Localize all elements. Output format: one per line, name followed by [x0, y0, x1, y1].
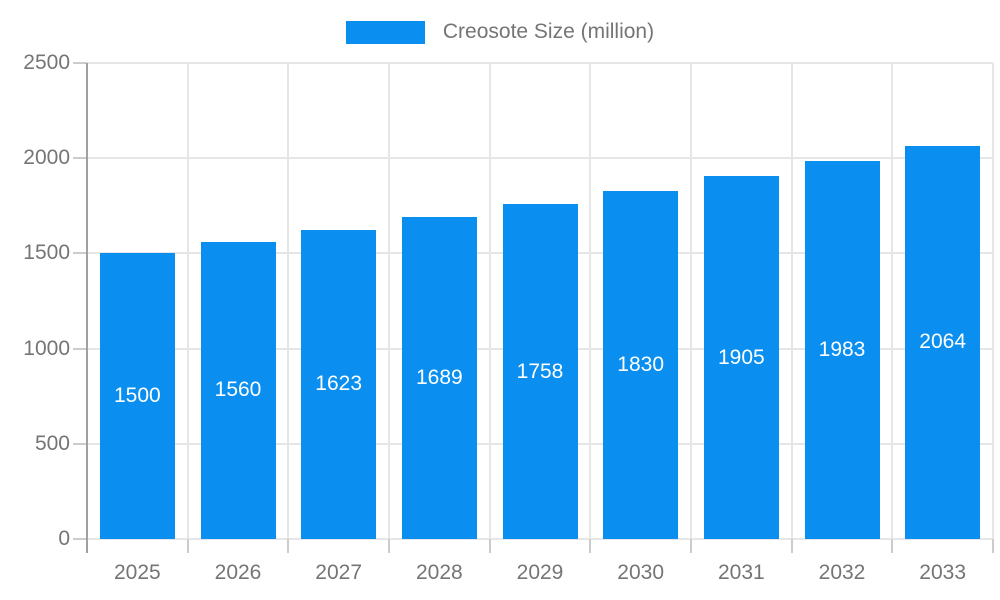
v-gridline [790, 63, 793, 539]
bar: 1560 [200, 241, 276, 539]
v-gridline [388, 63, 390, 539]
v-gridline [287, 63, 290, 539]
y-axis-tick [73, 538, 87, 540]
bar-value-label: 1830 [617, 352, 665, 376]
bar: 1983 [804, 161, 880, 539]
y-axis-label: 1500 [23, 241, 70, 265]
bar: 1500 [99, 253, 175, 539]
legend-label: Creosote Size (million) [442, 20, 655, 43]
x-axis-tick [186, 539, 189, 553]
bar: 1689 [401, 217, 477, 539]
bar-value-label: 1758 [516, 359, 564, 383]
x-axis-tick [992, 539, 994, 553]
y-axis-label: 0 [58, 527, 70, 550]
x-axis-tick [690, 539, 692, 553]
v-gridline [992, 63, 994, 539]
x-axis-label: 2028 [415, 561, 463, 584]
x-axis-label: 2031 [717, 561, 765, 584]
x-axis-label: 2027 [315, 561, 363, 584]
bar-value-label: 1905 [717, 345, 765, 369]
y-axis-tick [73, 442, 87, 445]
y-axis-tick [73, 252, 87, 255]
y-axis-label: 500 [34, 431, 70, 455]
bar-value-label: 1689 [415, 366, 463, 390]
x-axis-label: 2025 [113, 561, 161, 584]
bar-value-label: 1623 [315, 372, 363, 396]
x-axis-tick [287, 539, 290, 553]
bar-value-label: 2064 [919, 330, 967, 354]
x-axis-label: 2032 [818, 561, 866, 584]
bar-value-label: 1560 [214, 378, 262, 402]
y-axis-tick [73, 347, 87, 350]
h-gridline [87, 538, 993, 540]
bar: 1830 [603, 190, 679, 539]
v-gridline [589, 63, 592, 539]
h-gridline [87, 157, 993, 160]
x-axis-label: 2030 [617, 561, 665, 584]
v-gridline [488, 63, 491, 539]
bar: 1758 [502, 204, 578, 539]
bar: 1623 [301, 229, 377, 539]
x-axis-tick [790, 539, 793, 553]
bar-value-label: 1983 [818, 338, 866, 362]
y-axis-label: 1000 [23, 336, 70, 360]
bar: 1905 [703, 176, 779, 539]
x-axis-label: 2033 [919, 561, 967, 584]
h-gridline [87, 62, 993, 64]
y-axis-tick [73, 157, 87, 160]
x-axis-tick [388, 539, 390, 553]
legend-swatch [345, 20, 425, 44]
bar: 2064 [905, 146, 981, 539]
legend: Creosote Size (million) [0, 17, 1000, 47]
v-gridline [891, 63, 894, 539]
y-axis-label: 2500 [23, 51, 70, 74]
y-axis-label: 2000 [23, 146, 70, 170]
y-axis-line [86, 63, 88, 553]
x-axis-tick [589, 539, 592, 553]
x-axis-label: 2029 [516, 561, 564, 584]
v-gridline [186, 63, 189, 539]
x-axis-tick [891, 539, 894, 553]
x-axis-label: 2026 [214, 561, 262, 584]
y-axis-tick [73, 62, 87, 64]
v-gridline [690, 63, 692, 539]
x-axis-tick [488, 539, 491, 553]
bar-value-label: 1500 [113, 384, 161, 408]
